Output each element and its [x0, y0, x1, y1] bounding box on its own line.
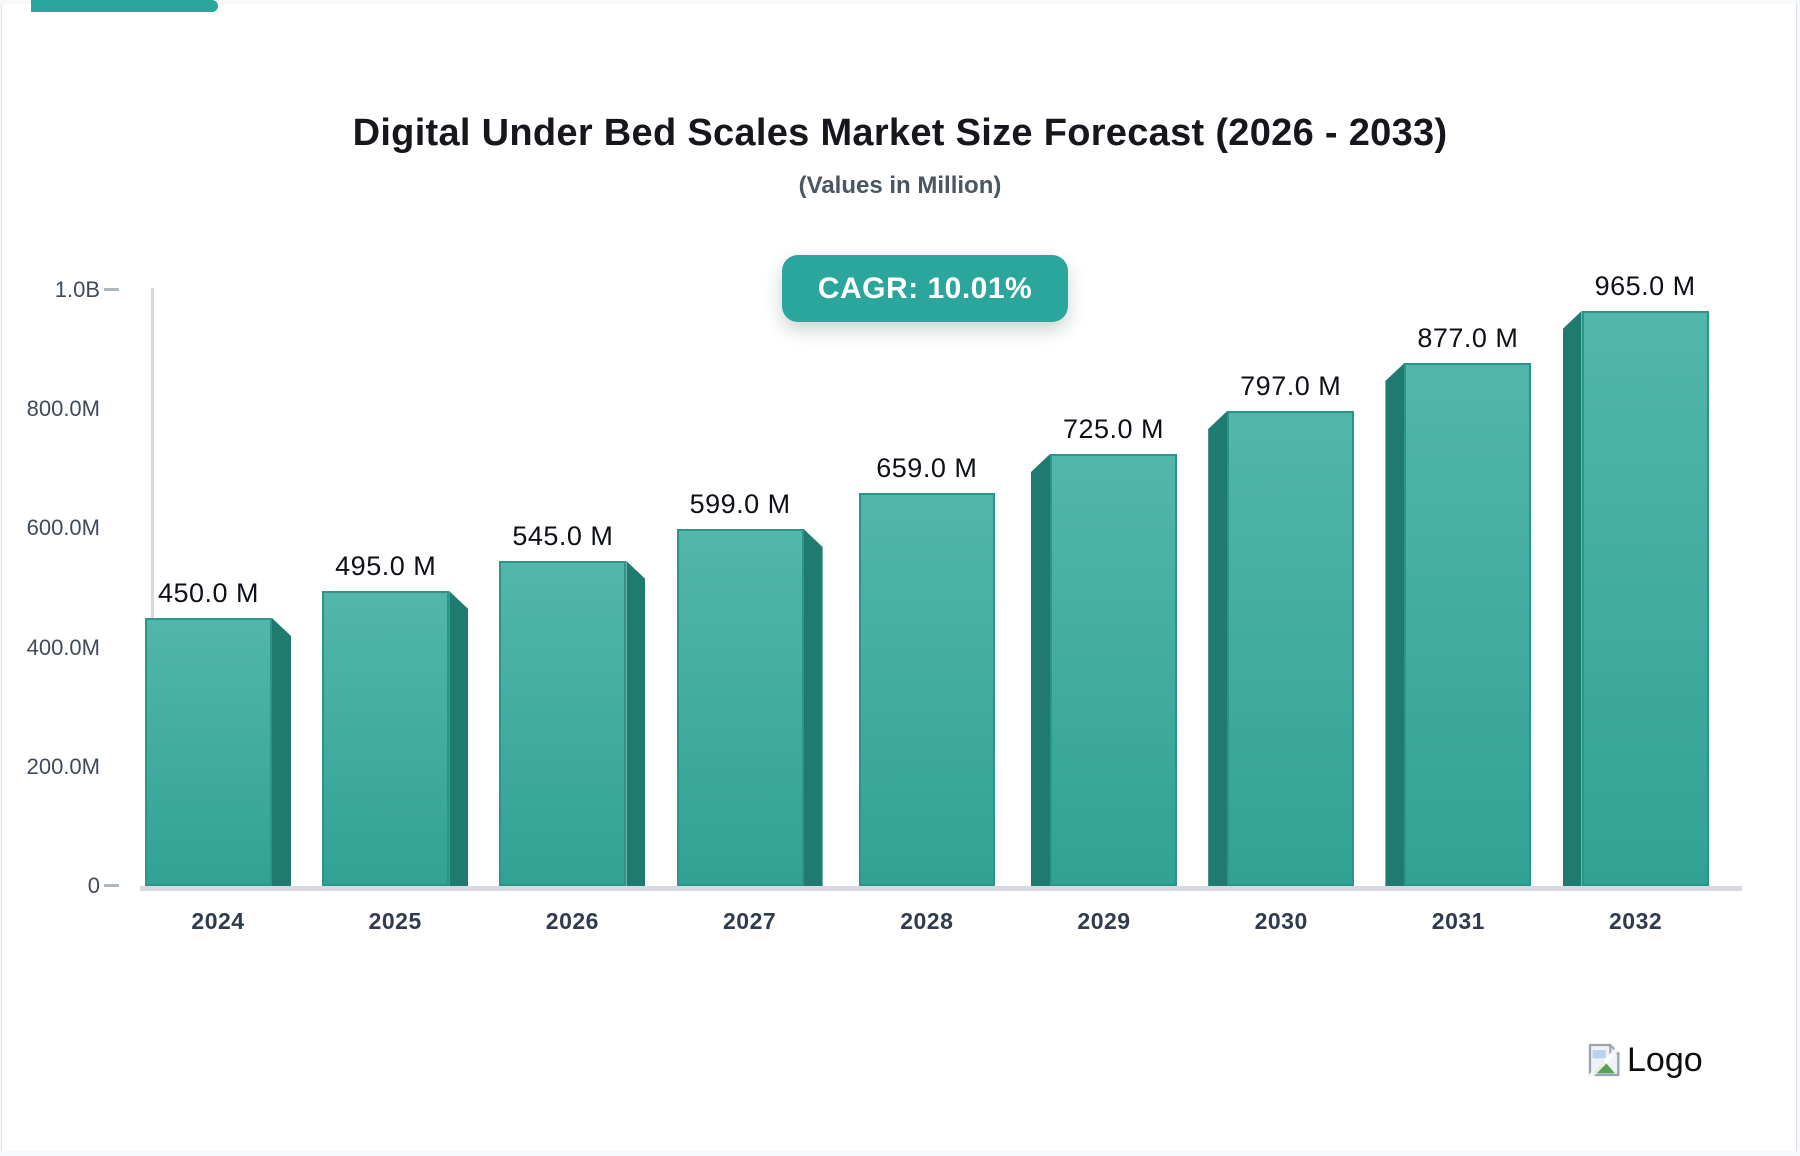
bar-side-face	[1562, 311, 1582, 886]
bar	[858, 493, 995, 886]
bar-side-face	[1208, 411, 1228, 886]
x-axis-label: 2024	[191, 908, 245, 934]
x-axis-line	[140, 886, 1742, 891]
bar-value-label: 495.0 M	[335, 551, 437, 581]
bar-value-label: 797.0 M	[1240, 371, 1342, 401]
bar	[499, 561, 627, 886]
x-axis-label: 2028	[900, 908, 954, 934]
bar-side-face	[1031, 454, 1050, 886]
bar	[145, 618, 272, 886]
cagr-badge: CAGR: 10.01%	[782, 255, 1068, 322]
bar-value-label: 725.0 M	[1062, 414, 1165, 444]
bar-side-face	[803, 529, 823, 886]
logo-text: Logo	[1627, 1041, 1703, 1079]
bar	[676, 529, 804, 886]
y-axis-line	[151, 288, 154, 886]
bar-value-label: 599.0 M	[689, 489, 791, 519]
bar-side-face	[1385, 363, 1405, 886]
x-axis-label: 2027	[723, 908, 777, 934]
bar-side-face	[449, 591, 469, 886]
bar-side-face	[626, 561, 646, 886]
x-axis-label: 2032	[1609, 908, 1663, 934]
bar-value-label: 965.0 M	[1594, 271, 1696, 301]
bar	[1050, 454, 1177, 886]
x-axis-label: 2029	[1077, 908, 1131, 934]
chart-title: Digital Under Bed Scales Market Size For…	[352, 112, 1448, 154]
bar-side-face	[272, 618, 291, 886]
broken-image-icon	[1588, 1042, 1624, 1079]
y-axis-label: 800.0M	[26, 396, 100, 422]
y-axis-label: 1.0B	[54, 277, 100, 302]
x-axis-label: 2026	[545, 908, 599, 934]
y-axis-label: 200.0M	[26, 753, 100, 779]
x-axis-label: 2031	[1431, 908, 1485, 934]
logo: Logo	[1585, 1040, 1703, 1086]
x-axis-label: 2030	[1254, 908, 1308, 934]
chart-subtitle: (Values in Million)	[798, 172, 1002, 199]
axis-tick	[104, 884, 119, 887]
bar	[1404, 363, 1532, 886]
bar	[1581, 311, 1709, 886]
loading-progress-bar	[31, 0, 218, 12]
bar-value-label: 877.0 M	[1417, 323, 1519, 353]
bar	[1227, 411, 1355, 886]
y-axis-label: 600.0M	[26, 515, 100, 541]
bar-value-label: 659.0 M	[876, 453, 978, 483]
bar	[322, 591, 450, 886]
y-axis-label: 0	[87, 873, 100, 898]
y-axis-label: 400.0M	[26, 634, 100, 660]
bar-value-label: 545.0 M	[512, 521, 614, 551]
bar-value-label: 450.0 M	[157, 578, 260, 608]
x-axis-label: 2025	[368, 908, 422, 934]
axis-tick	[104, 288, 119, 291]
